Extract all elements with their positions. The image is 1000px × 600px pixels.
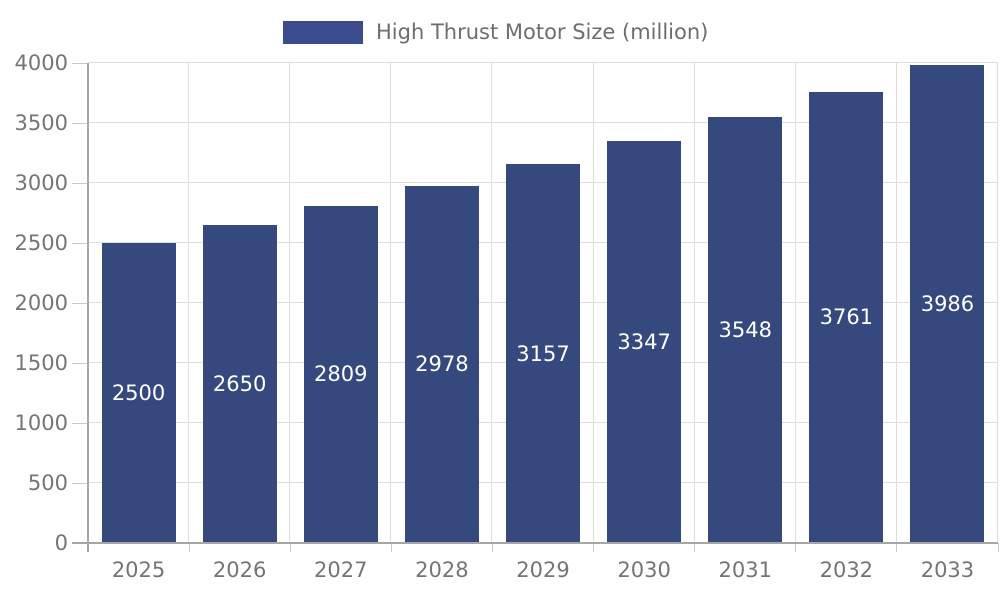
x-tick-mark: [795, 543, 797, 552]
x-tick-label: 2031: [718, 558, 772, 582]
x-tick-mark: [593, 543, 595, 552]
x-tick-mark: [390, 543, 392, 552]
x-tick-label: 2025: [111, 558, 166, 582]
bar: 3157: [506, 164, 580, 543]
x-tick-mark: [491, 543, 493, 552]
x-tick-mark: [997, 543, 999, 552]
y-tick-label: 3500: [14, 111, 68, 135]
bar: 3761: [809, 91, 884, 543]
bar: 2650: [202, 225, 277, 543]
y-tick-mark: [72, 482, 88, 484]
gridline-vertical: [693, 63, 695, 543]
y-tick-label: 0: [54, 531, 68, 555]
gridline-vertical: [895, 63, 897, 543]
bar: 2978: [404, 185, 479, 543]
bar-value-label: 3986: [920, 291, 975, 316]
gridline-horizontal: [88, 62, 998, 63]
gridline-vertical: [794, 63, 796, 543]
bar-value-label: 2650: [212, 372, 267, 396]
y-tick-mark: [72, 362, 88, 364]
x-tick-label: 2032: [819, 558, 874, 582]
x-tick-mark: [896, 543, 898, 552]
gridline-vertical: [592, 63, 594, 543]
x-tick-mark: [694, 543, 696, 552]
y-tick-label: 2500: [14, 231, 68, 255]
gridline-vertical: [188, 63, 190, 543]
legend: High Thrust Motor Size (million): [283, 18, 708, 46]
bar: 2500: [101, 243, 176, 543]
bar-value-label: 3157: [516, 341, 570, 366]
x-tick-mark: [289, 543, 291, 552]
gridline-horizontal: [88, 122, 998, 123]
y-tick-mark: [72, 242, 88, 244]
bar: 3548: [708, 117, 783, 543]
bar-value-label: 3761: [819, 305, 874, 330]
bar-value-label: 2978: [415, 352, 469, 377]
bar: 3986: [910, 64, 985, 543]
x-axis-line: [72, 542, 998, 544]
y-tick-label: 3000: [14, 171, 68, 195]
bar-value-label: 2500: [111, 381, 166, 405]
x-tick-label: 2027: [314, 558, 368, 582]
gridline-vertical: [491, 63, 493, 543]
legend-label: High Thrust Motor Size (million): [376, 20, 709, 44]
y-tick-label: 1500: [14, 351, 68, 375]
x-tick-label: 2030: [617, 558, 671, 582]
gridline-vertical: [390, 63, 392, 543]
y-tick-label: 500: [27, 471, 68, 495]
bar: 3347: [607, 141, 682, 543]
y-tick-mark: [72, 62, 88, 64]
y-tick-label: 2000: [14, 291, 68, 315]
y-tick-mark: [72, 182, 88, 184]
bar-value-label: 3347: [617, 330, 671, 355]
x-tick-mark: [188, 543, 190, 552]
bar-value-label: 2809: [314, 362, 368, 387]
y-tick-label: 1000: [14, 411, 68, 435]
x-tick-label: 2029: [516, 558, 570, 582]
bar-value-label: 3548: [718, 318, 772, 343]
y-tick-mark: [72, 302, 88, 304]
gridline-vertical: [289, 63, 291, 543]
y-axis-line: [87, 63, 89, 552]
bar: 2809: [303, 205, 378, 543]
legend-swatch: [283, 20, 363, 44]
x-tick-label: 2028: [415, 558, 469, 582]
y-tick-mark: [72, 422, 88, 424]
x-tick-label: 2026: [212, 558, 267, 582]
y-tick-label: 4000: [14, 51, 68, 75]
y-tick-mark: [72, 122, 88, 124]
x-tick-label: 2033: [920, 558, 975, 582]
gridline-vertical: [997, 63, 998, 543]
plot-area: 2500 2650 2809 2978 3157 3347 3548 3761 3986: [88, 62, 998, 543]
